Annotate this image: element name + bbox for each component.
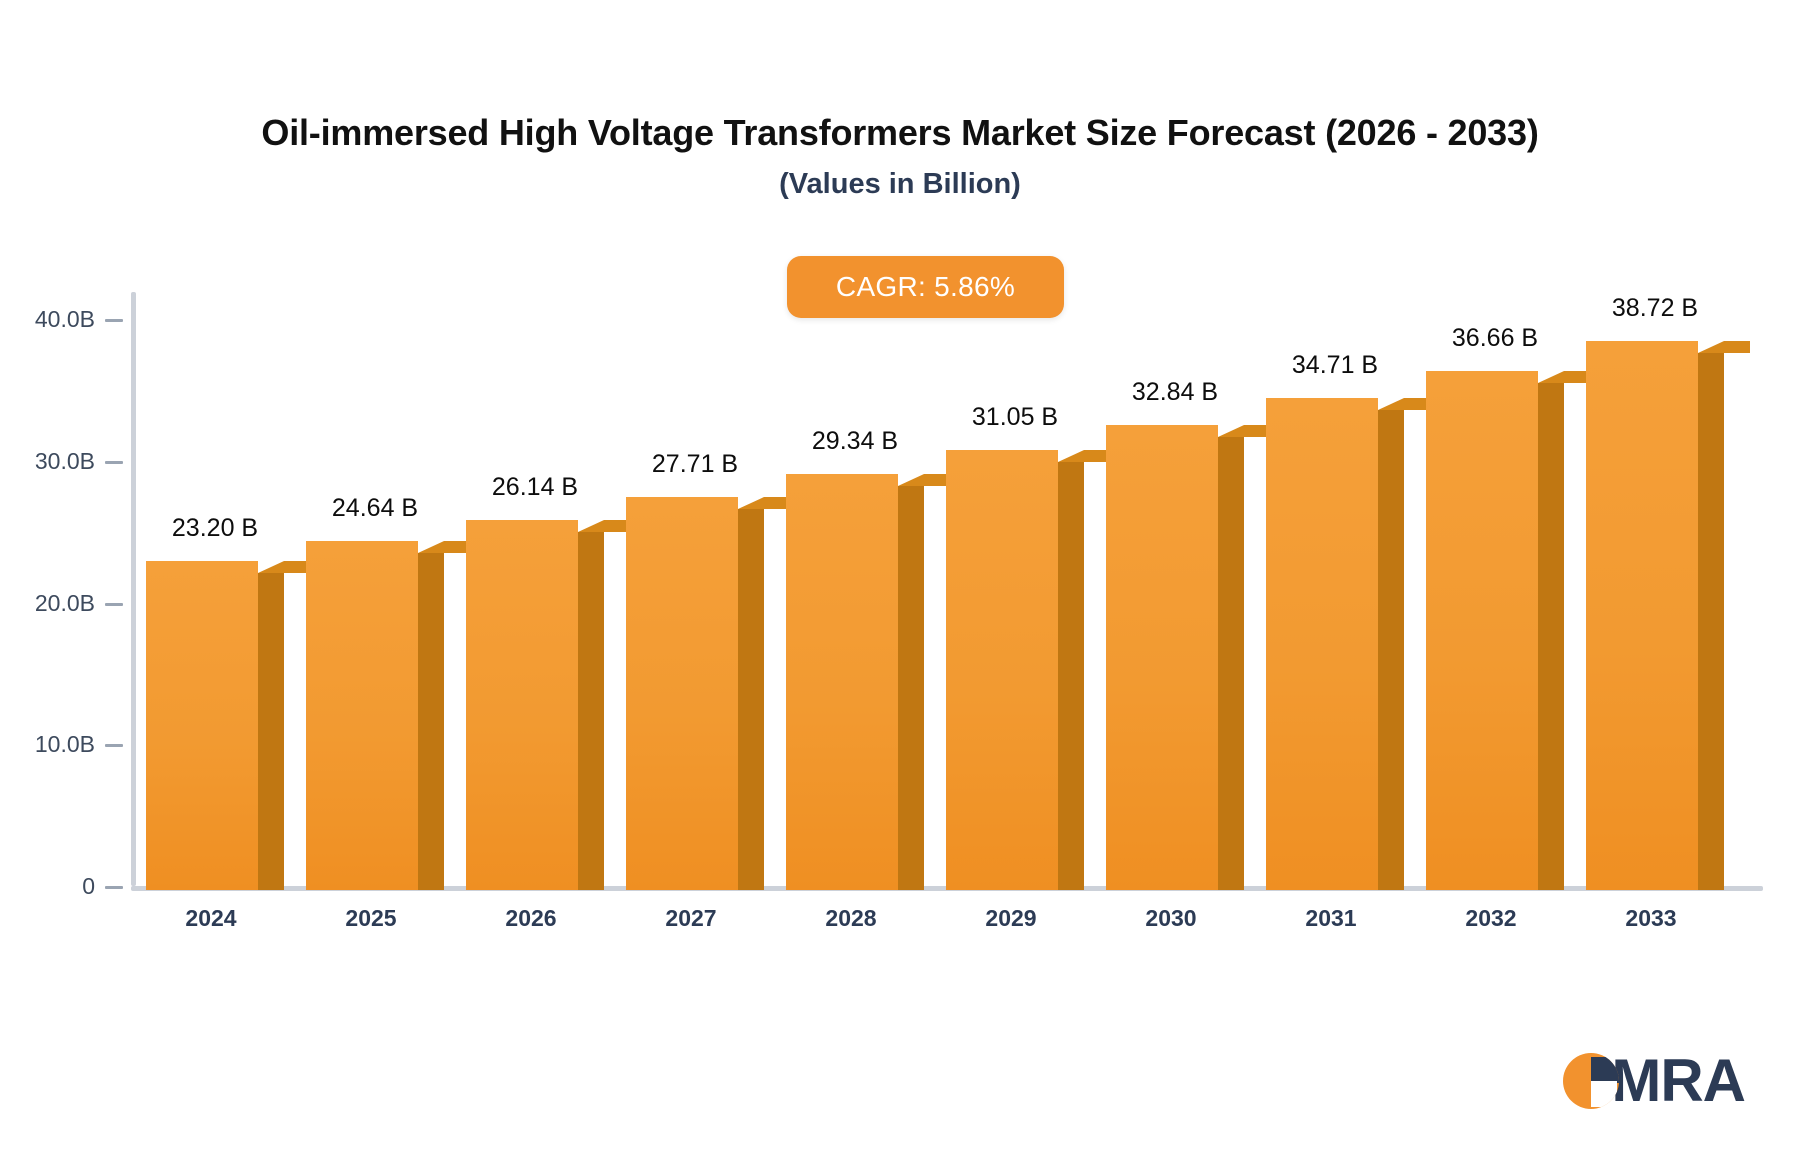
bar-value-label: 31.05 B [971, 403, 1059, 432]
y-axis-tick-label: 20.0B [34, 589, 95, 616]
bar-side-face [1058, 462, 1084, 890]
brand-logo-text: MRA [1611, 1047, 1746, 1114]
y-axis-tick-label: 40.0B [34, 306, 95, 333]
cagr-badge-label: CAGR: 5.86% [835, 271, 1016, 302]
bar-value-label: 26.14 B [491, 472, 579, 501]
bar-side-face [1538, 382, 1564, 890]
y-axis-tick-label: 0 [82, 873, 95, 899]
x-axis-label: 2030 [1145, 905, 1197, 931]
chart-subtitle: (Values in Billion) [779, 168, 1021, 200]
x-axis-label: 2029 [985, 905, 1037, 931]
bar-top-face [738, 497, 790, 510]
bar-value-label: 36.66 B [1451, 323, 1539, 352]
bar-front-face [626, 497, 738, 890]
bar-value-label: 27.71 B [651, 450, 739, 479]
bar-column[interactable] [1586, 341, 1750, 890]
bar-column[interactable] [1106, 424, 1270, 890]
page-title: Oil-immersed High Voltage Transformers M… [261, 112, 1539, 153]
bar-column[interactable] [1266, 398, 1430, 890]
bar-front-face [946, 450, 1058, 890]
y-axis-tick-mark [105, 602, 123, 606]
y-axis-tick-mark [105, 460, 123, 464]
bar-top-face [258, 561, 310, 574]
bar-value-label: 23.20 B [171, 514, 259, 543]
y-axis-tick-mark [105, 319, 123, 323]
x-axis-label: 2024 [185, 905, 237, 931]
bar-front-face [1586, 341, 1698, 890]
bar-side-face [418, 552, 444, 890]
bar-column[interactable] [146, 561, 310, 890]
y-axis-tick-label: 30.0B [34, 447, 95, 474]
y-axis-tick-label: 10.0B [34, 731, 95, 758]
bar-front-face [786, 474, 898, 890]
x-axis-label: 2032 [1465, 905, 1517, 931]
bar-side-face [738, 509, 764, 890]
bar-chart-plot-area: 23.20 B 24.64 B 26.14 B 27.71 B 29.34 B 31.05… [131, 290, 1750, 890]
y-axis-tick-mark [105, 744, 123, 748]
bar-value-label: 29.34 B [811, 427, 899, 456]
bar-column[interactable] [1426, 370, 1590, 890]
bar-value-label: 34.71 B [1291, 351, 1379, 380]
bar-side-face [578, 531, 604, 890]
brand-logo: MRA [1563, 1047, 1746, 1114]
bar-column[interactable] [626, 497, 790, 890]
bar-top-face [1058, 450, 1110, 463]
bar-value-label: 38.72 B [1611, 294, 1699, 323]
bar-side-face [1698, 353, 1724, 890]
bar-side-face [1378, 410, 1404, 890]
bar-front-face [146, 561, 258, 890]
bar-top-face [1698, 341, 1750, 354]
bar-top-face [418, 540, 470, 553]
bar-value-label: 32.84 B [1131, 377, 1219, 406]
x-axis-label: 2025 [345, 905, 397, 931]
bar-top-face [1378, 398, 1430, 411]
bar-column[interactable] [466, 519, 630, 890]
bar-column[interactable] [306, 540, 470, 890]
x-axis-label: 2026 [505, 905, 557, 931]
x-axis-label: 2028 [825, 905, 877, 931]
y-axis-tick-mark [105, 886, 123, 889]
bar-top-face [1218, 424, 1270, 437]
bar-top-face [898, 474, 950, 487]
bar-value-label: 24.64 B [331, 493, 419, 522]
pie-chart-logo-icon [1563, 1053, 1620, 1109]
bar-top-face [578, 519, 630, 532]
bar-front-face [1266, 398, 1378, 890]
bar-top-face [1538, 370, 1590, 383]
bar-side-face [1218, 436, 1244, 890]
bar-front-face [306, 540, 418, 890]
bar-front-face [1106, 424, 1218, 890]
x-axis-label: 2031 [1305, 905, 1357, 931]
bar-side-face [898, 486, 924, 890]
bar-front-face [1426, 370, 1538, 890]
bar-side-face [258, 573, 284, 890]
bar-front-face [466, 519, 578, 890]
x-axis-label: 2027 [665, 905, 717, 931]
y-axis-line [131, 292, 136, 886]
bar-column[interactable] [946, 450, 1110, 890]
cagr-badge: CAGR: 5.86% [787, 256, 1064, 318]
x-axis-label: 2033 [1625, 905, 1677, 931]
bar-column[interactable] [786, 474, 950, 890]
